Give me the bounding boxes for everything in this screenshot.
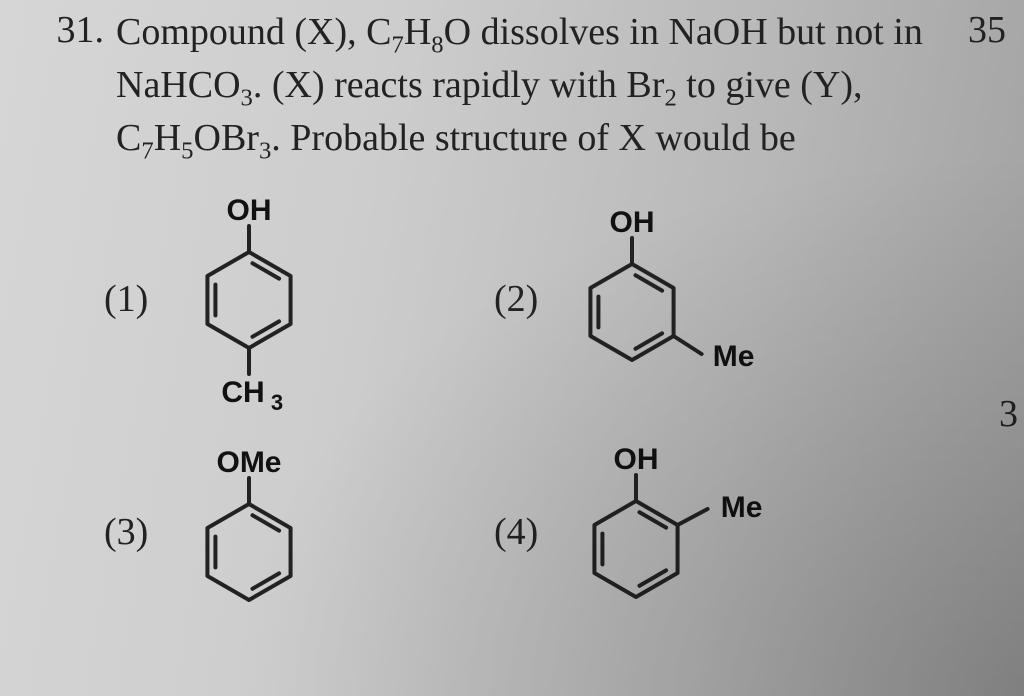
- svg-text:OH: OH: [610, 206, 655, 239]
- side-fragment: 3: [999, 392, 1018, 436]
- option-1: (1) OH CH 3: [104, 182, 434, 417]
- question-row: 31. Compound (X), C7H8O dissolves in NaO…: [18, 8, 1006, 168]
- margin-number: 35: [954, 8, 1006, 52]
- question-number: 31.: [18, 8, 116, 52]
- option-2-number: (2): [494, 277, 554, 321]
- option-4-number: (4): [494, 510, 554, 554]
- option-2-structure: OH Me: [554, 194, 754, 404]
- option-4: (4) OH Me: [494, 427, 824, 637]
- svg-text:Me: Me: [721, 491, 763, 524]
- option-3-structure: OMe: [164, 432, 334, 632]
- option-2: (2) OH Me: [494, 182, 824, 417]
- svg-text:CH: CH: [221, 376, 264, 409]
- option-3-number: (3): [104, 510, 164, 554]
- option-1-structure: OH CH 3: [164, 182, 334, 417]
- svg-text:3: 3: [271, 390, 283, 415]
- option-1-number: (1): [104, 277, 164, 321]
- option-3: (3) OMe: [104, 427, 434, 637]
- page: 31. Compound (X), C7H8O dissolves in NaO…: [0, 0, 1024, 696]
- svg-text:OH: OH: [227, 194, 272, 227]
- svg-text:OH: OH: [614, 443, 659, 476]
- question-text: Compound (X), C7H8O dissolves in NaOH bu…: [116, 8, 954, 168]
- option-4-structure: OH Me: [554, 427, 774, 637]
- svg-text:OMe: OMe: [216, 446, 281, 479]
- svg-text:Me: Me: [713, 340, 754, 373]
- options-grid: (1) OH CH 3 (2) OH Me (3) OMe (4) OH Me: [104, 182, 1006, 637]
